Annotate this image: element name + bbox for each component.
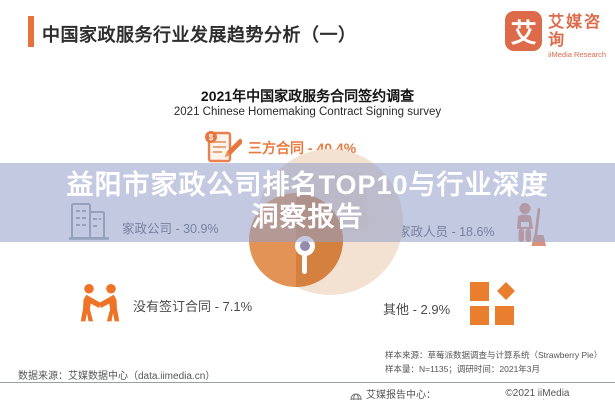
title-accent-bar	[28, 16, 34, 47]
watermark-line2: 洞察报告	[251, 202, 364, 232]
data-source-note: 数据来源：艾媒数据中心（data.iimedia.cn）	[18, 371, 216, 382]
report-center-text: 艾媒报告中心：report.iimedia.cn	[366, 390, 436, 400]
handshake-icon	[78, 283, 122, 328]
sample-source-note: 样本来源：草莓派数据调查与计算系统（Strawberry Pie）	[385, 350, 603, 360]
brand-name-en: iiMedia Research	[548, 50, 607, 59]
chart-title: 2021年中国家政服务合同签约调查	[200, 88, 415, 104]
magnifier-pin-stem	[302, 255, 307, 274]
copyright-text: ©2021 iiMedia Research Inc	[505, 388, 570, 400]
other-label: 其他 - 2.9%	[383, 302, 451, 317]
watermark-line1: 益阳市家政公司排名TOP10与行业深度	[66, 170, 549, 200]
brand-logo: 艾 艾媒咨询 iiMedia Research	[505, 11, 615, 60]
brand-name-cn: 艾媒咨询	[548, 14, 603, 49]
footer-divider	[0, 382, 615, 383]
no-contract-label: 没有签订合同 - 7.1%	[133, 299, 253, 314]
sample-meta-note: 样本量：N=1135；调研时间：2021年3月	[385, 364, 541, 374]
page-title: 中国家政服务行业发展趋势分析（一）	[42, 25, 357, 45]
svg-text:$: $	[209, 133, 214, 142]
squares-icon	[470, 282, 516, 331]
watermark-band: 益阳市家政公司排名TOP10与行业深度 洞察报告	[0, 163, 615, 242]
globe-icon	[350, 393, 362, 400]
contract-icon: $	[202, 130, 244, 171]
iimedia-logo-icon: 艾	[505, 11, 543, 51]
chart-subtitle: 2021 Chinese Homemaking Contract Signing…	[173, 106, 442, 118]
footer-report-bar: 艾媒报告中心：report.iimedia.cn ©2021 iiMedia R…	[350, 386, 615, 400]
brand-text: 艾媒咨询 iiMedia Research	[548, 11, 615, 60]
